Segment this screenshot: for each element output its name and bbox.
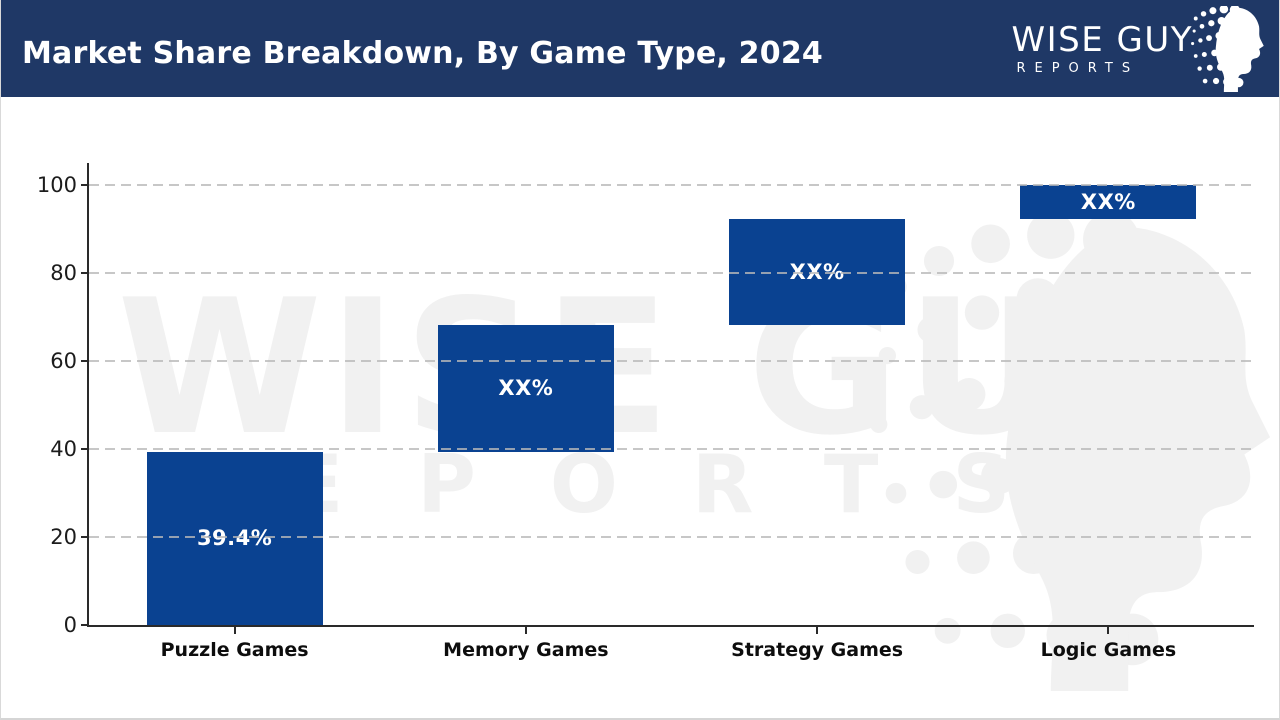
gridline <box>89 184 1254 186</box>
chart-area: WISE GUY REPORTS 0 20 40 60 80 100 39.4% Puzzle… <box>1 97 1279 718</box>
gridline <box>89 272 1254 274</box>
y-axis-tick-label: 40 <box>50 437 77 461</box>
wiseguy-face-icon <box>1191 6 1264 92</box>
bar-value-label: XX% <box>1080 189 1136 214</box>
logo-brand-name: WISE GUY <box>1011 20 1193 61</box>
header-bar: Market Share Breakdown, By Game Type, 20… <box>1 0 1279 97</box>
bar-value-label: XX% <box>498 376 554 401</box>
x-axis-category-label: Puzzle Games <box>160 639 309 661</box>
gridline <box>89 536 1254 538</box>
y-axis-line <box>87 163 89 627</box>
x-axis-category-label: Logic Games <box>1040 639 1177 661</box>
chart-title: Market Share Breakdown, By Game Type, 20… <box>22 36 823 71</box>
y-axis-tick <box>81 184 89 186</box>
y-axis-tick-label: 0 <box>63 613 77 637</box>
bar-logic-games: XX% <box>1020 185 1197 219</box>
x-axis-category-label: Strategy Games <box>731 639 904 661</box>
x-axis-tick <box>1107 627 1110 634</box>
bar-puzzle-games: 39.4% <box>146 451 323 625</box>
wiseguy-logo-text: WISE GUY REPORTS <box>1011 20 1193 76</box>
x-axis-tick <box>816 627 819 634</box>
y-axis-tick-label: 60 <box>50 349 77 373</box>
logo-brand-subtitle: REPORTS <box>1016 60 1140 76</box>
y-axis-tick-label: 100 <box>36 173 77 197</box>
y-axis-tick <box>81 536 89 538</box>
wiseguy-face-watermark-icon <box>870 217 1271 692</box>
x-axis-line <box>87 625 1254 627</box>
x-axis-tick <box>524 627 527 634</box>
y-axis-tick-label: 80 <box>50 261 77 285</box>
bar-value-label: 39.4% <box>196 526 273 551</box>
bar-memory-games: XX% <box>437 324 614 452</box>
y-axis-tick <box>81 360 89 362</box>
gridline <box>89 360 1254 362</box>
y-axis-tick <box>81 624 89 626</box>
watermark-brand-text: WISE GUY <box>117 259 1204 476</box>
y-axis-tick <box>81 272 89 274</box>
x-axis-category-label: Memory Games <box>443 639 609 661</box>
gridline <box>89 448 1254 450</box>
bar-value-label: XX% <box>789 259 845 284</box>
wiseguy-logo: WISE GUY REPORTS <box>1011 6 1267 92</box>
x-axis-tick <box>233 627 236 634</box>
y-axis-tick <box>81 448 89 450</box>
y-axis-tick-label: 20 <box>50 525 77 549</box>
